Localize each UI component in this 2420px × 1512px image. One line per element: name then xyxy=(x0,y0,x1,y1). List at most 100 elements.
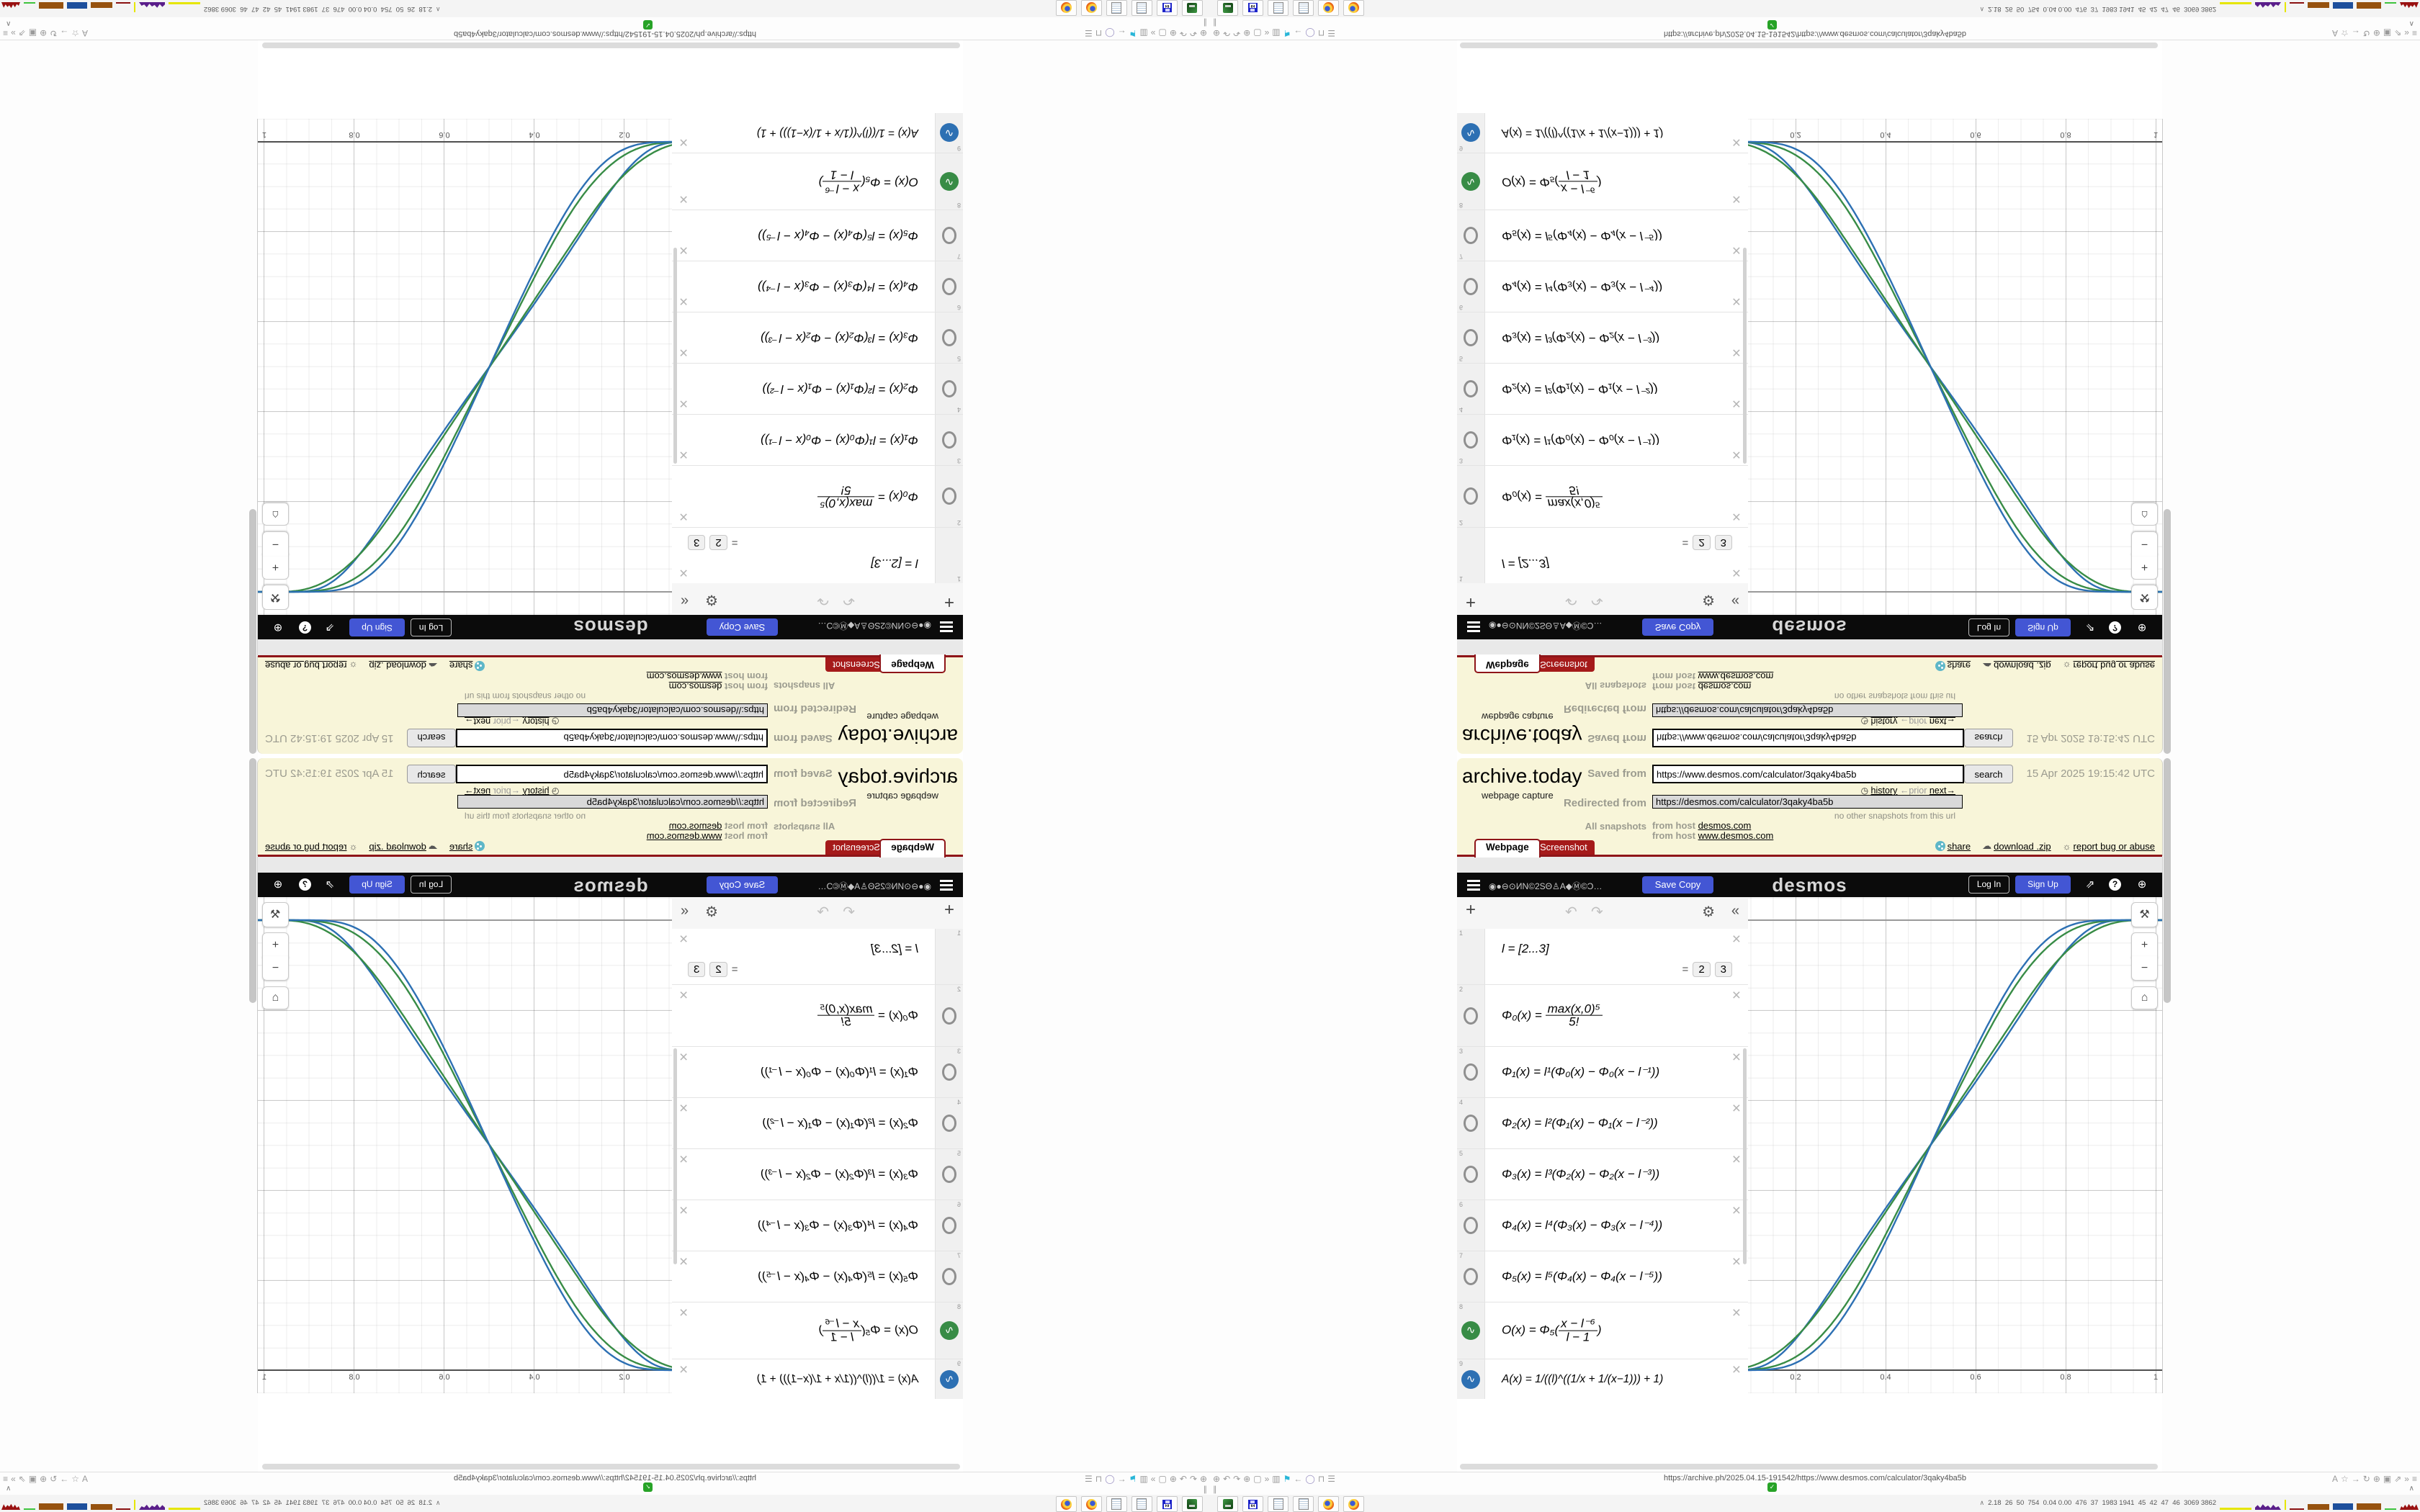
redo-icon[interactable]: ↷ xyxy=(817,904,829,920)
taskbar-item-drive[interactable] xyxy=(1182,0,1203,16)
panel-scrollbar[interactable] xyxy=(1743,248,1747,464)
extension-badge-icon[interactable]: ✓ xyxy=(1767,20,1777,30)
expression-latex[interactable]: Φ₃(x) = l³(Φ₂(x) − Φ₂(x − l⁻³)) xyxy=(1502,1167,1660,1181)
export-icon[interactable]: ⇗ xyxy=(325,878,335,891)
delete-expression-icon[interactable]: × xyxy=(1731,931,1741,948)
saved-from-input[interactable] xyxy=(456,729,768,747)
expression-latex[interactable]: l = [2...3] xyxy=(871,557,918,570)
tab-screenshot[interactable]: Screenshot xyxy=(1533,840,1595,856)
delete-expression-icon[interactable]: × xyxy=(679,1362,689,1378)
delete-expression-icon[interactable]: × xyxy=(679,987,689,1004)
taskbar-item-notepad-2[interactable] xyxy=(1293,1496,1314,1512)
green-curve-toggle-icon[interactable]: ∿ xyxy=(1461,172,1480,191)
archive-logo[interactable]: archive.today xyxy=(1462,765,1582,787)
redo-icon[interactable]: ↷ xyxy=(817,592,829,608)
expression-row[interactable]: 7 Φ₅(x) = l⁵(Φ₄(x) − Φ₄(x − l⁻⁵)) × xyxy=(672,1251,963,1302)
expression-latex[interactable]: Φ₂(x) = l²(Φ₁(x) − Φ₁(x − l⁻²)) xyxy=(1502,1116,1658,1130)
help-icon[interactable]: ? xyxy=(2109,878,2121,891)
delete-expression-icon[interactable]: × xyxy=(1731,1049,1741,1066)
reload-icon[interactable]: ↻ xyxy=(2362,1474,2370,1484)
screenshot-icon[interactable]: ▣ xyxy=(28,28,37,38)
undo-icon[interactable]: ↶ xyxy=(1565,904,1577,920)
overflow-chevron-icon[interactable]: » xyxy=(11,28,16,38)
hidden-curve-toggle-icon[interactable] xyxy=(942,431,956,449)
graph-paper[interactable]: 0.2 0.4 0.6 0.8 1 ⚒ + − ⌂ xyxy=(1748,119,2162,615)
go-arrow-icon[interactable]: → xyxy=(60,28,69,38)
saved-from-input[interactable] xyxy=(1652,765,1964,783)
extension-badge-icon[interactable]: ✓ xyxy=(1767,1482,1777,1492)
next-link[interactable]: next→ xyxy=(1929,716,1955,726)
taskbar-item-notepad-2[interactable] xyxy=(1106,1496,1127,1512)
language-globe-icon[interactable]: ⊕ xyxy=(273,621,283,634)
horizontal-scrollbar[interactable] xyxy=(1460,42,2158,48)
extension-badge-icon[interactable]: ✓ xyxy=(643,1482,653,1492)
hidden-curve-toggle-icon[interactable] xyxy=(942,1007,956,1025)
hidden-curve-toggle-icon[interactable] xyxy=(1464,1063,1478,1081)
delete-expression-icon[interactable]: × xyxy=(1731,1305,1741,1321)
globe-icon[interactable]: ⊕ xyxy=(40,28,48,38)
tab-screenshot[interactable]: Screenshot xyxy=(825,840,887,856)
expression-latex[interactable]: Φ₄(x) = l⁴(Φ₃(x) − Φ₃(x − l⁻⁴)) xyxy=(1502,1218,1663,1232)
new-tab-icon[interactable]: ⊕ xyxy=(1243,1474,1251,1484)
expression-row[interactable]: 6 Φ₄(x) = l⁴(Φ₃(x) − Φ₃(x − l⁻⁴)) × xyxy=(1457,261,1748,312)
delete-expression-icon[interactable]: × xyxy=(1731,293,1741,310)
delete-expression-icon[interactable]: × xyxy=(1731,564,1741,581)
back-arrow-icon[interactable]: ← xyxy=(1294,1474,1303,1484)
delete-expression-icon[interactable]: × xyxy=(1731,242,1741,258)
share-icon[interactable]: ⇗ xyxy=(18,28,26,38)
history-link[interactable]: history xyxy=(522,716,550,726)
add-expression-button[interactable]: + xyxy=(1466,593,1476,612)
hidden-curve-toggle-icon[interactable] xyxy=(1464,1268,1478,1285)
expression-row[interactable]: 2 Φ₀(x) = max(x,0)⁵ 5! × xyxy=(672,465,963,527)
reader-mode-icon[interactable]: A xyxy=(82,1474,89,1484)
share-link[interactable]: share xyxy=(449,660,473,672)
delete-expression-icon[interactable]: × xyxy=(679,395,689,412)
horizontal-scrollbar[interactable] xyxy=(1460,1464,2158,1470)
hidden-curve-toggle-icon[interactable] xyxy=(1464,1007,1478,1025)
delete-expression-icon[interactable]: × xyxy=(679,1151,689,1168)
host-www-desmos-link[interactable]: www.desmos.com xyxy=(646,830,722,841)
expression-latex[interactable]: Φ₄(x) = l⁴(Φ₃(x) − Φ₃(x − l⁻⁴)) xyxy=(757,280,918,294)
hidden-curve-toggle-icon[interactable] xyxy=(1464,278,1478,295)
expression-latex[interactable]: Φ₀(x) = max(x,0)⁵ 5! xyxy=(817,1002,918,1029)
expression-latex[interactable]: Φ₀(x) = max(x,0)⁵ 5! xyxy=(817,483,918,510)
expression-latex[interactable]: Φ₁(x) = l¹(Φ₀(x) − Φ₀(x − l⁻¹)) xyxy=(760,1065,918,1079)
expression-latex[interactable]: Φ₀(x) = max(x,0)⁵ 5! xyxy=(1502,1002,1603,1029)
download-zip-link[interactable]: download .zip xyxy=(369,840,426,852)
horizontal-scrollbar[interactable] xyxy=(262,42,960,48)
taskbar-item-notepad[interactable] xyxy=(1268,0,1289,16)
history-link[interactable]: history xyxy=(1870,786,1898,796)
expression-latex[interactable]: Φ₂(x) = l²(Φ₁(x) − Φ₁(x − l⁻²)) xyxy=(762,1116,918,1130)
collapse-panel-icon[interactable]: « xyxy=(1731,593,1739,609)
hidden-curve-toggle-icon[interactable] xyxy=(1464,487,1478,505)
log-in-button[interactable]: Log In xyxy=(1968,618,2009,636)
taskbar-item-drive[interactable] xyxy=(1217,1496,1238,1512)
search-button[interactable]: search xyxy=(407,729,456,747)
hidden-curve-toggle-icon[interactable] xyxy=(942,1166,956,1183)
graph-paper[interactable]: 0.2 0.4 0.6 0.8 1 ⚒ + − ⌂ xyxy=(258,119,672,615)
expression-row[interactable]: 3 Φ₁(x) = l¹(Φ₀(x) − Φ₀(x − l⁻¹)) × xyxy=(1457,414,1748,465)
wrench-settings-button[interactable]: ⚒ xyxy=(262,585,289,610)
report-bug-link[interactable]: report bug or abuse xyxy=(265,840,347,852)
report-bug-link[interactable]: report bug or abuse xyxy=(2073,840,2155,852)
vertical-scrollbar[interactable] xyxy=(249,509,256,754)
url-bar[interactable]: https://archive.ph/2025.04.15-191542/htt… xyxy=(1663,1474,1967,1482)
share-link[interactable]: share xyxy=(1947,840,1971,852)
reload-icon[interactable]: ↻ xyxy=(50,1474,58,1484)
expression-row[interactable]: 4 Φ₂(x) = l²(Φ₁(x) − Φ₁(x − l⁻²)) × xyxy=(1457,363,1748,414)
expression-row[interactable]: 1 l = [2...3] = 2 3 × xyxy=(1457,527,1748,583)
wrench-settings-button[interactable]: ⚒ xyxy=(262,902,289,927)
bookmark-star-icon[interactable]: ☆ xyxy=(2341,1474,2349,1484)
hidden-curve-toggle-icon[interactable] xyxy=(1464,1115,1478,1132)
zoom-out-button[interactable]: − xyxy=(2131,531,2158,556)
privacy-shield-icon[interactable]: ◯ xyxy=(1305,1474,1315,1484)
hidden-curve-toggle-icon[interactable] xyxy=(942,329,956,346)
expression-latex[interactable]: Φ₄(x) = l⁴(Φ₃(x) − Φ₃(x − l⁻⁴)) xyxy=(1502,280,1663,294)
add-expression-button[interactable]: + xyxy=(944,593,954,612)
taskbar-item-floppy[interactable]: 64 xyxy=(1242,0,1263,16)
search-button[interactable]: search xyxy=(407,765,456,783)
expression-row[interactable]: 5 Φ₃(x) = l³(Φ₂(x) − Φ₂(x − l⁻³)) × xyxy=(1457,312,1748,363)
hidden-curve-toggle-icon[interactable] xyxy=(942,487,956,505)
expression-latex[interactable]: l = [2...3] xyxy=(1502,557,1549,570)
bookmark-star-icon[interactable]: ☆ xyxy=(2341,28,2349,38)
